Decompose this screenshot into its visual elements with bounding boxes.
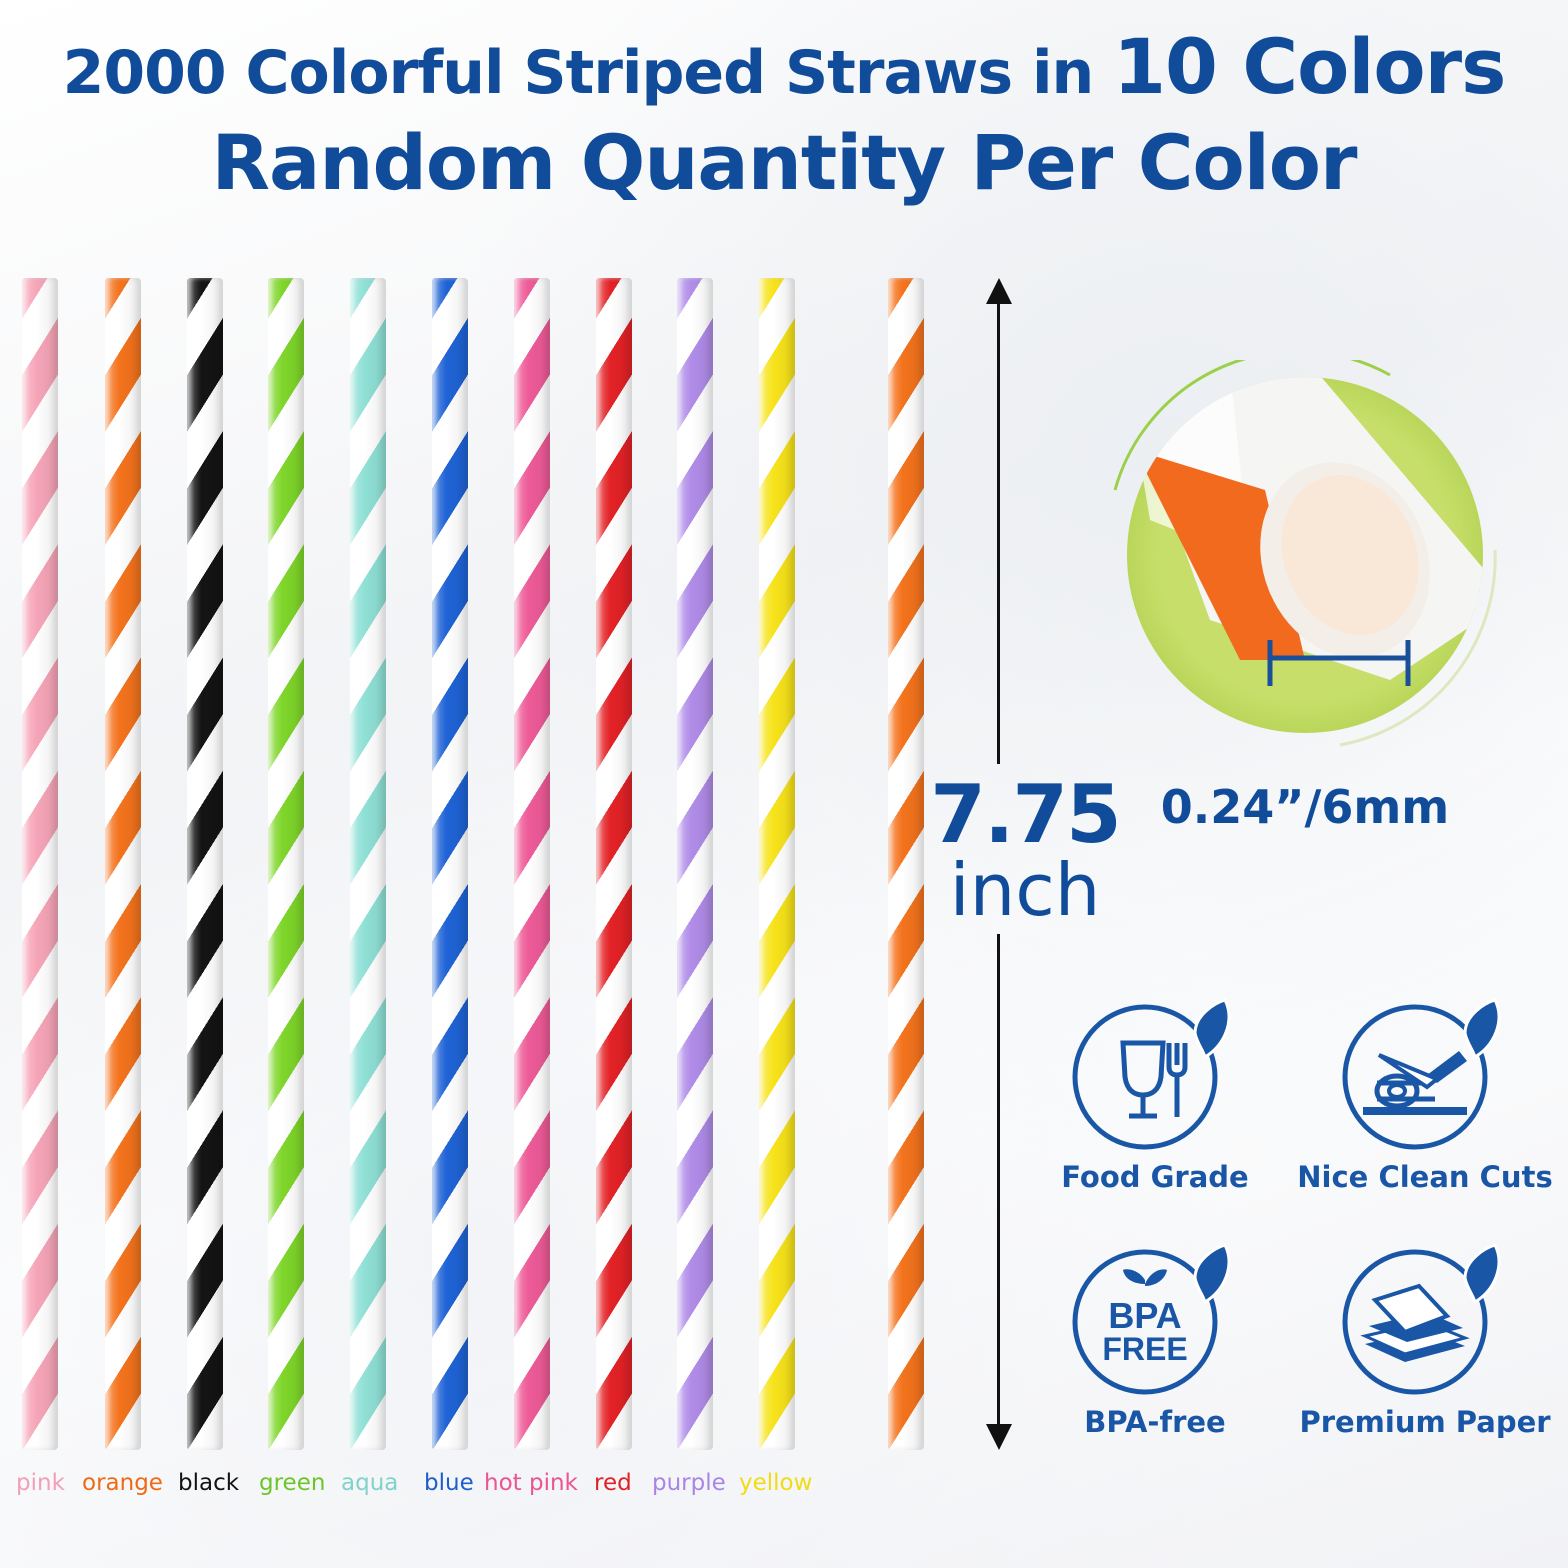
color-label-purple: purple: [652, 1470, 726, 1496]
length-value: 7.75: [930, 768, 1121, 861]
feature-label-premium-paper: Premium Paper: [1299, 1405, 1551, 1439]
arrow-down-icon: [986, 1424, 1012, 1450]
straw-orange: [105, 278, 141, 1450]
straw-hot-pink: [514, 278, 550, 1450]
color-label-orange: orange: [82, 1470, 163, 1496]
straw-purple: [677, 278, 713, 1450]
straw-closeup-image: [1113, 360, 1497, 747]
feature-label-food-grade: Food Grade: [1061, 1160, 1249, 1194]
headline-line-1: 2000 Colorful Striped Straws in 10 Color…: [0, 22, 1568, 111]
feature-label-clean-cuts: Nice Clean Cuts: [1297, 1160, 1553, 1194]
straw-aqua: [350, 278, 386, 1450]
arrow-up-icon: [986, 278, 1012, 304]
feature-food-grade: Food Grade: [1015, 995, 1295, 1194]
straw-black: [187, 278, 223, 1450]
bpa-free-icon: BPA FREE: [1072, 1243, 1231, 1395]
color-label-green: green: [259, 1470, 326, 1496]
bpa-badge-line-1: BPA: [1108, 1295, 1181, 1336]
diameter-label: 0.24”/6mm: [1160, 780, 1450, 834]
length-unit: inch: [949, 848, 1101, 932]
color-label-black: black: [178, 1470, 240, 1496]
color-label-blue: blue: [424, 1470, 474, 1496]
length-arrow-upper: [997, 300, 1000, 764]
color-label-pink: pink: [16, 1470, 65, 1496]
closeup-ring-arc: [1113, 360, 1391, 491]
premium-paper-icon: [1342, 1243, 1501, 1395]
straw-blue: [432, 278, 468, 1450]
feature-premium-paper: Premium Paper: [1285, 1240, 1565, 1439]
feature-label-bpa-free: BPA-free: [1084, 1405, 1226, 1439]
length-arrow-lower: [997, 934, 1000, 1428]
headline-emphasis: 10 Colors: [1113, 22, 1506, 111]
feature-bpa-free: BPA FREE BPA-free: [1015, 1240, 1295, 1439]
headline-line-2: Random Quantity Per Color: [211, 118, 1358, 207]
straw-extra-orange: [888, 278, 924, 1450]
color-label-aqua: aqua: [341, 1470, 399, 1496]
straw-yellow: [759, 278, 795, 1450]
color-label-hot-pink: hot pink: [484, 1470, 578, 1496]
clean-cut-icon: [1342, 998, 1501, 1150]
color-label-red: red: [594, 1470, 632, 1496]
headline-prefix: 2000 Colorful Striped Straws in: [62, 38, 1114, 108]
straw-red: [596, 278, 632, 1450]
food-grade-icon: [1072, 998, 1231, 1150]
color-label-yellow: yellow: [739, 1470, 813, 1496]
straw-green: [268, 278, 304, 1450]
feature-clean-cuts: Nice Clean Cuts: [1285, 995, 1565, 1194]
closeup-ring-arc-lower: [1339, 549, 1497, 747]
straw-pink: [22, 278, 58, 1450]
bpa-badge-line-2: FREE: [1102, 1331, 1187, 1367]
